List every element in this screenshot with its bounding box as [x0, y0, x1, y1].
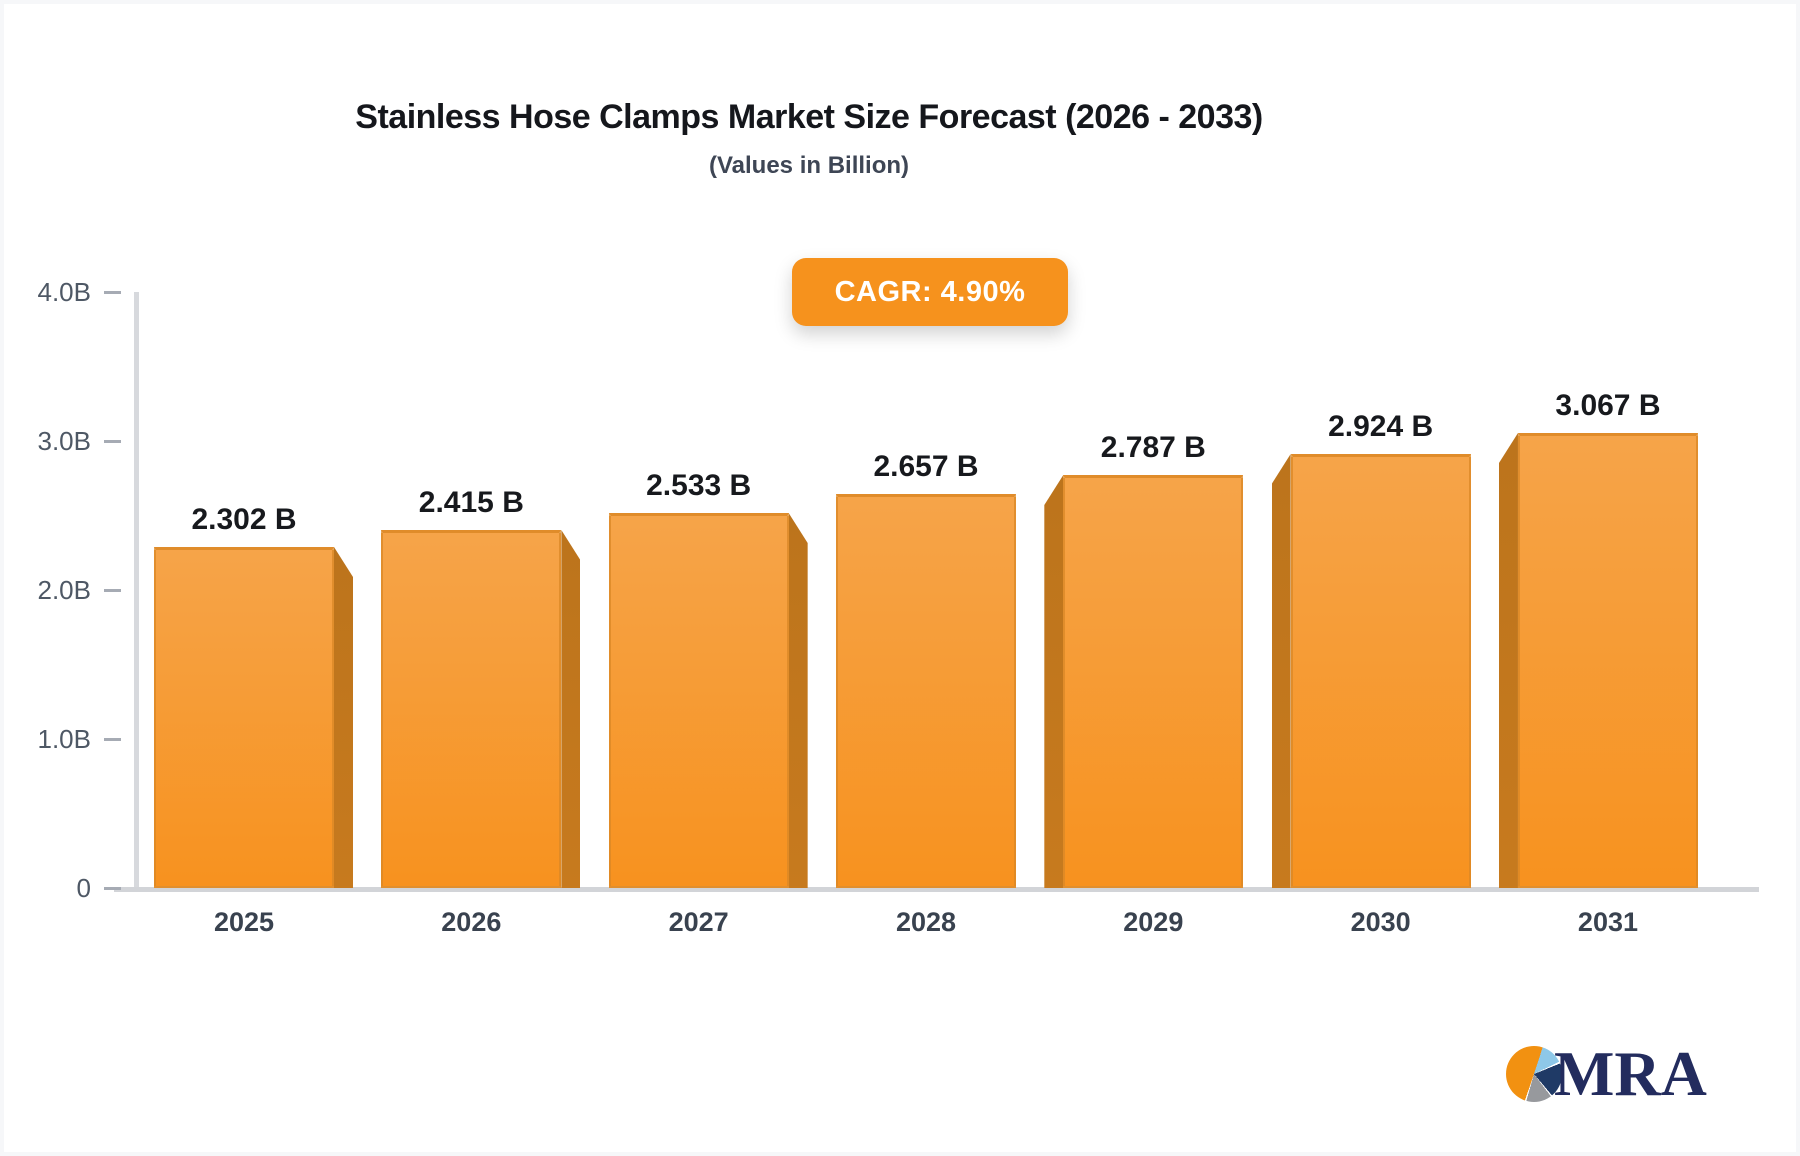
x-axis-label-2025: 2025 [213, 907, 275, 937]
y-axis-tick-mark [104, 440, 121, 443]
brand-logo-text: MRA [1554, 1038, 1707, 1109]
bar-value-label-2029: 2.787 B [1100, 431, 1206, 464]
bar-value-label-2031: 3.067 B [1555, 389, 1661, 422]
y-axis-tick-label-2.0B: 2.0B [37, 575, 92, 605]
bar-side-face-2031 [1498, 433, 1518, 888]
x-axis-label-2031: 2031 [1577, 907, 1638, 937]
bar-side-face-2027 [788, 513, 808, 888]
bar-side-face-2029 [1044, 475, 1064, 888]
pie-chart-logo-icon [1506, 1046, 1562, 1102]
y-axis-tick-mark [104, 291, 121, 294]
bar-side-face-2025 [334, 547, 353, 888]
x-axis-label-2030: 2030 [1350, 907, 1411, 937]
cagr-badge-label: CAGR: 4.90% [834, 275, 1026, 308]
x-axis-label-2028: 2028 [895, 907, 957, 937]
bar-value-label-2030: 2.924 B [1328, 410, 1434, 443]
bar-value-label-2028: 2.657 B [873, 450, 979, 483]
bar-side-face-2030 [1271, 454, 1291, 888]
bar-2031[interactable] [1517, 433, 1698, 888]
x-axis-baseline [114, 887, 1759, 892]
bar-side-face-2026 [561, 530, 581, 888]
chart-subtitle: (Values in Billion) [708, 152, 910, 179]
bar-2030[interactable] [1290, 454, 1471, 888]
cagr-badge: CAGR: 4.90% [792, 258, 1068, 326]
bar-2029[interactable] [1063, 475, 1244, 888]
bar-2028[interactable] [835, 494, 1016, 888]
chart-title: Stainless Hose Clamps Market Size Foreca… [355, 98, 1263, 136]
bar-value-label-2027: 2.533 B [646, 469, 752, 502]
y-axis-tick-mark [104, 738, 121, 741]
y-axis-tick-mark [104, 589, 121, 592]
y-axis-tick-mark [104, 887, 121, 890]
y-axis-tick-label-4.0B: 4.0B [37, 277, 92, 307]
y-axis-tick-label-0: 0 [76, 873, 91, 903]
bar-2027[interactable] [608, 513, 789, 888]
x-axis-label-2026: 2026 [441, 907, 502, 937]
bar-2026[interactable] [381, 530, 562, 888]
y-axis-tick-label-3.0B: 3.0B [37, 426, 92, 456]
x-axis-label-2027: 2027 [668, 907, 729, 937]
x-axis-label-2029: 2029 [1123, 907, 1184, 937]
y-axis-line [134, 292, 139, 890]
bar-value-label-2026: 2.415 B [418, 486, 524, 519]
y-axis-tick-label-1.0B: 1.0B [37, 724, 92, 754]
bar-value-label-2025: 2.302 B [191, 503, 297, 536]
plot-area: 4.0B 3.0B 2.0B 1.0B 0 2.302 B 2025 2.415 B 2026 2… [4, 4, 1796, 1152]
bar-2025[interactable] [154, 547, 334, 888]
brand-logo: MRA [1506, 1042, 1707, 1106]
chart-card: Stainless Hose Clamps Market Size Foreca… [4, 4, 1796, 1152]
